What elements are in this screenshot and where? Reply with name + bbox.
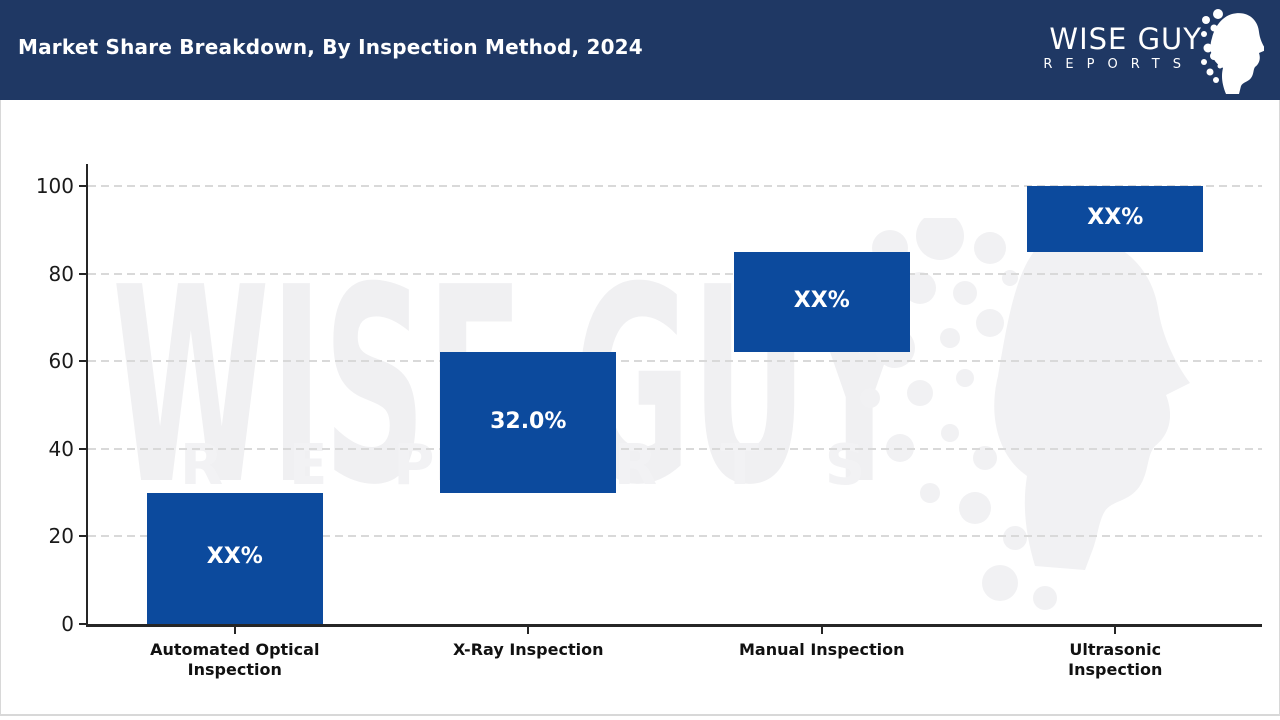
y-axis-spine	[86, 164, 88, 627]
bar-value-label: 32.0%	[490, 408, 567, 434]
bar	[440, 352, 617, 493]
x-axis-category-label: Manual Inspection	[738, 640, 905, 659]
wise-guy-logo: WISE GUY REPORTS	[1010, 0, 1270, 100]
x-axis-tick	[233, 627, 236, 634]
y-axis-tick-label: 60	[48, 349, 74, 374]
y-axis-tick-label: 40	[48, 436, 74, 461]
bar	[733, 251, 910, 353]
x-axis-category-label: Automated Optical Inspection	[150, 640, 320, 679]
y-gridline	[88, 360, 1262, 363]
y-axis-tick	[79, 360, 87, 363]
y-axis-tick	[79, 623, 87, 625]
bar-value-label: XX%	[793, 288, 850, 314]
y-axis-tick	[79, 447, 87, 450]
logo-head-dots-icon	[1201, 9, 1264, 94]
x-axis-category-label: X-Ray Inspection	[453, 640, 604, 659]
bar-value-label: XX%	[206, 544, 263, 570]
y-axis-tick	[79, 535, 87, 538]
y-axis-tick	[79, 185, 87, 187]
y-axis-tick-label: 20	[48, 524, 74, 549]
chart-title: Market Share Breakdown, By Inspection Me…	[18, 35, 643, 59]
y-axis-tick	[79, 272, 87, 275]
x-axis-tick	[1114, 627, 1117, 634]
y-axis-tick-label: 0	[61, 612, 74, 636]
y-axis-tick-label: 80	[48, 261, 74, 286]
bar-value-label: XX%	[1087, 204, 1144, 230]
x-axis-tick	[527, 627, 530, 634]
bar	[1027, 186, 1204, 252]
y-axis-tick-label: 100	[35, 174, 74, 198]
bar	[146, 492, 323, 624]
logo-subtitle: REPORTS	[1043, 57, 1194, 72]
x-axis-category-label: Ultrasonic Inspection	[1068, 640, 1163, 679]
x-axis-spine	[86, 624, 1262, 627]
logo-wordmark: WISE GUY	[1049, 22, 1202, 56]
y-gridline	[88, 535, 1262, 538]
x-axis-tick	[820, 627, 823, 634]
y-gridline	[88, 272, 1262, 275]
header-band: Market Share Breakdown, By Inspection Me…	[0, 0, 1280, 100]
y-gridline	[88, 185, 1262, 187]
y-gridline	[88, 447, 1262, 450]
